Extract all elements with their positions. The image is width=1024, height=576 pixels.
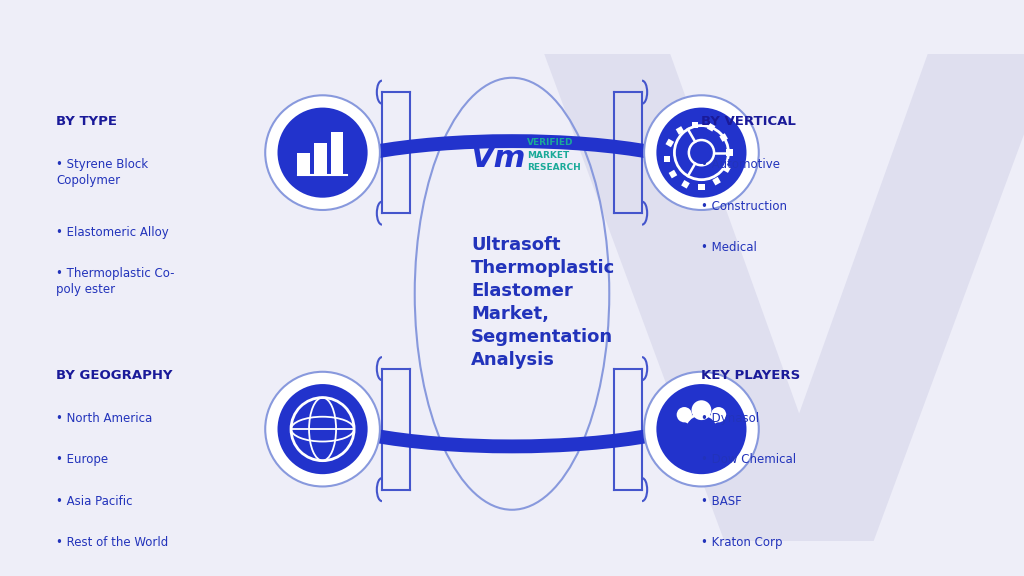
Bar xyxy=(669,170,677,179)
Circle shape xyxy=(278,384,368,474)
Text: • North America: • North America xyxy=(56,412,153,425)
Bar xyxy=(664,156,671,162)
Circle shape xyxy=(278,108,368,198)
Text: KEY PLAYERS: KEY PLAYERS xyxy=(701,369,801,382)
Circle shape xyxy=(677,407,692,422)
Bar xyxy=(692,122,698,128)
Text: • Kraton Corp: • Kraton Corp xyxy=(701,536,783,550)
Text: • Automotive: • Automotive xyxy=(701,158,780,172)
Circle shape xyxy=(691,400,712,420)
Text: V: V xyxy=(541,34,1024,576)
Bar xyxy=(719,133,728,142)
Bar xyxy=(297,153,310,175)
Text: BY TYPE: BY TYPE xyxy=(56,115,118,128)
Bar xyxy=(676,126,684,135)
Circle shape xyxy=(656,108,746,198)
Bar xyxy=(707,123,716,131)
Text: Vm: Vm xyxy=(471,144,526,173)
Circle shape xyxy=(656,384,746,474)
Bar xyxy=(681,180,690,188)
Text: • Dow Chemical: • Dow Chemical xyxy=(701,453,797,467)
Text: • Elastomeric Alloy: • Elastomeric Alloy xyxy=(56,226,169,239)
Text: • Styrene Block
Copolymer: • Styrene Block Copolymer xyxy=(56,158,148,187)
Text: VERIFIED
MARKET
RESEARCH: VERIFIED MARKET RESEARCH xyxy=(527,138,581,172)
Text: BY GEOGRAPHY: BY GEOGRAPHY xyxy=(56,369,173,382)
Text: • Construction: • Construction xyxy=(701,200,787,213)
Bar xyxy=(666,139,674,147)
Bar xyxy=(713,177,721,185)
Text: BY VERTICAL: BY VERTICAL xyxy=(701,115,797,128)
Circle shape xyxy=(711,407,726,422)
Text: • Europe: • Europe xyxy=(56,453,109,467)
Text: Ultrasoft
Thermoplastic
Elastomer
Market,
Segmentation
Analysis: Ultrasoft Thermoplastic Elastomer Market… xyxy=(471,236,615,369)
Circle shape xyxy=(644,95,759,210)
Bar xyxy=(698,184,705,190)
Text: • Thermoplastic Co-
poly ester: • Thermoplastic Co- poly ester xyxy=(56,267,175,296)
Circle shape xyxy=(644,372,759,487)
Circle shape xyxy=(265,372,380,487)
Bar xyxy=(726,150,732,156)
Text: • Asia Pacific: • Asia Pacific xyxy=(56,495,133,508)
Circle shape xyxy=(265,95,380,210)
Bar xyxy=(331,132,343,175)
Bar xyxy=(723,164,731,173)
Text: • Rest of the World: • Rest of the World xyxy=(56,536,169,550)
Text: • Dynasol: • Dynasol xyxy=(701,412,760,425)
Text: • BASF: • BASF xyxy=(701,495,742,508)
Text: • Medical: • Medical xyxy=(701,241,758,255)
Bar xyxy=(314,143,327,175)
